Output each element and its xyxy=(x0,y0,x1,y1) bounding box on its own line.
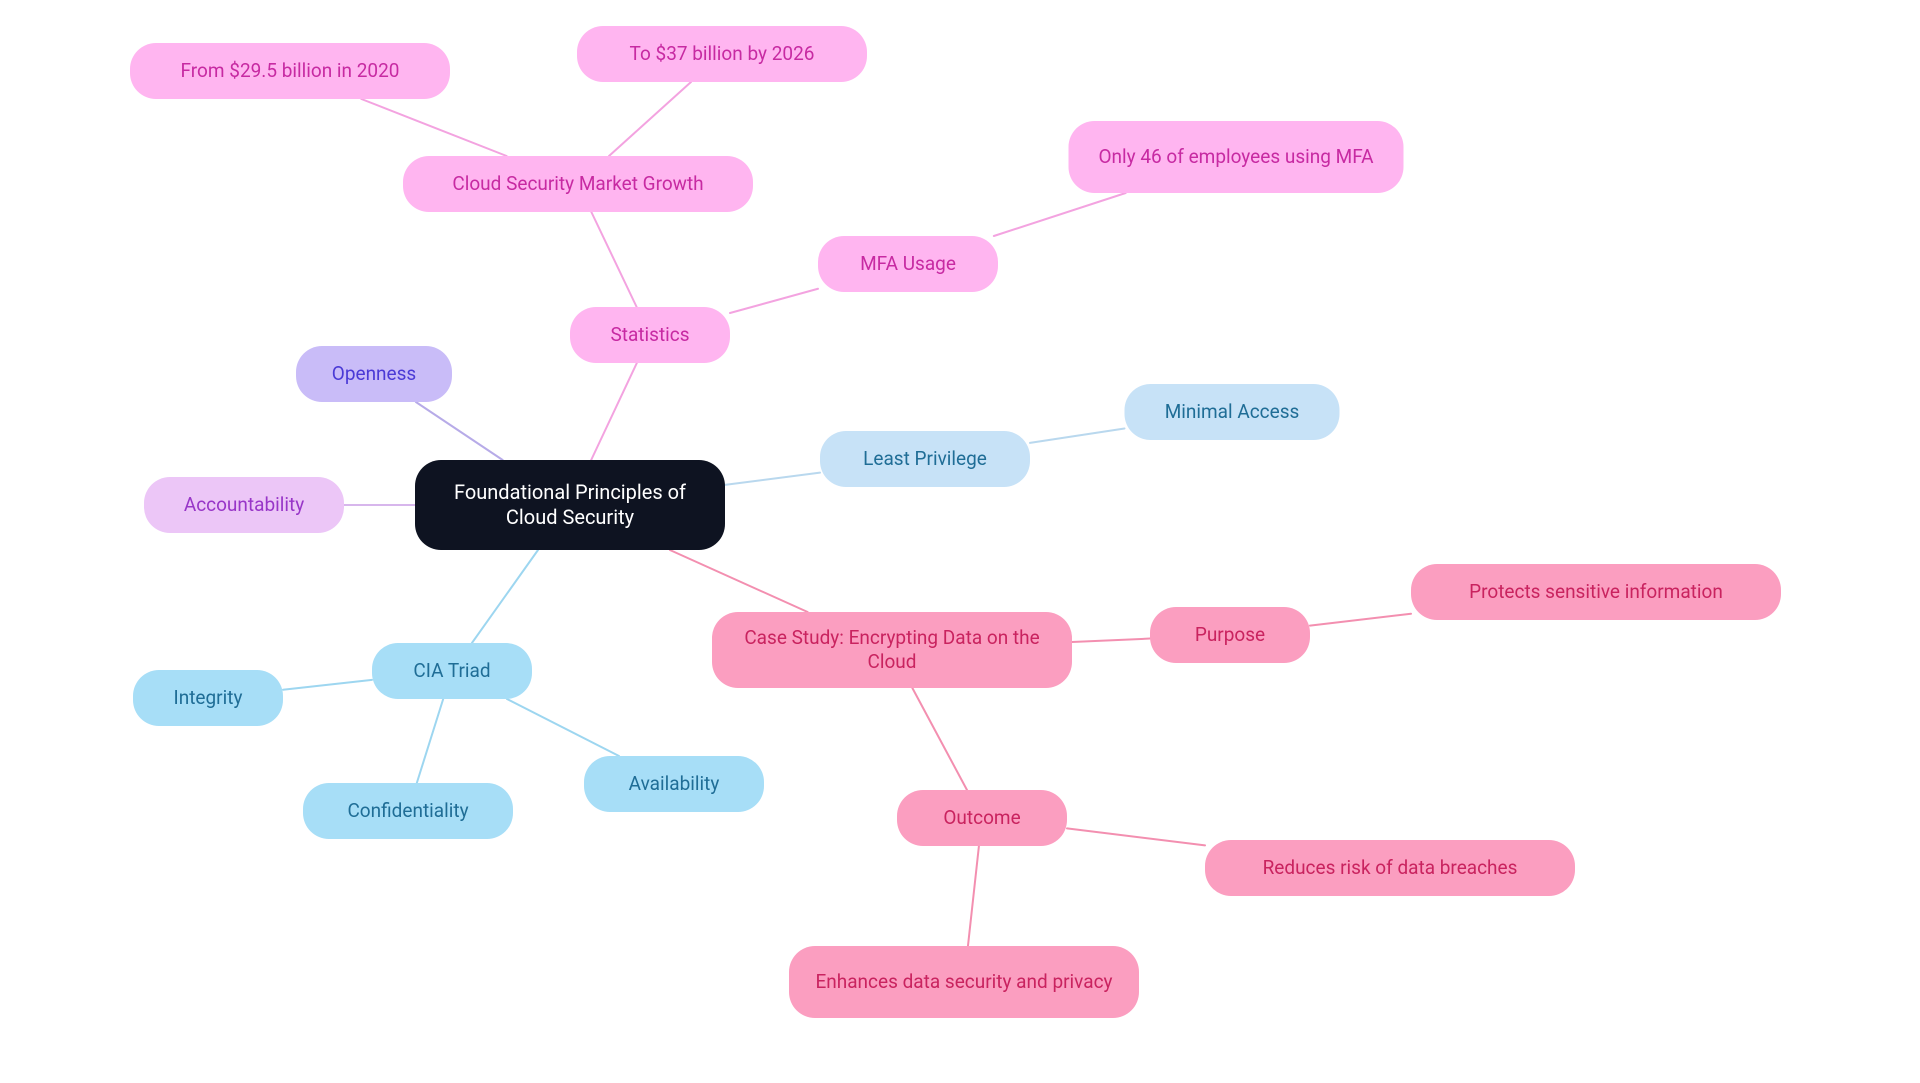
edge-stats-mfa xyxy=(730,289,818,313)
node-minimal: Minimal Access xyxy=(1125,384,1340,440)
node-outcome: Outcome xyxy=(897,790,1067,846)
edge-root-openness xyxy=(416,402,503,460)
node-openness: Openness xyxy=(296,346,452,402)
node-stats: Statistics xyxy=(570,307,730,363)
edge-mfa-mfa46 xyxy=(994,193,1126,236)
edge-least-minimal xyxy=(1030,428,1125,442)
node-label: Accountability xyxy=(184,493,304,517)
node-label: Confidentiality xyxy=(347,799,468,823)
edges-layer xyxy=(0,0,1920,1083)
node-label: Reduces risk of data breaches xyxy=(1263,856,1518,880)
node-label: Case Study: Encrypting Data on the Cloud xyxy=(736,626,1048,674)
node-label: To $37 billion by 2026 xyxy=(630,42,815,66)
node-label: Only 46 of employees using MFA xyxy=(1098,145,1373,169)
edge-root-cia xyxy=(472,550,538,643)
node-from2020: From $29.5 billion in 2020 xyxy=(130,43,450,99)
node-label: Minimal Access xyxy=(1165,400,1300,424)
node-accountability: Accountability xyxy=(144,477,344,533)
edge-root-stats xyxy=(591,363,637,460)
node-label: Outcome xyxy=(943,806,1020,830)
node-mfa: MFA Usage xyxy=(818,236,998,292)
node-protects: Protects sensitive information xyxy=(1411,564,1781,620)
node-label: Enhances data security and privacy xyxy=(815,970,1112,994)
edge-cia-availability xyxy=(507,699,619,756)
node-to2026: To $37 billion by 2026 xyxy=(577,26,867,82)
node-label: Cloud Security Market Growth xyxy=(452,172,703,196)
edge-case-outcome xyxy=(912,688,967,790)
node-cia: CIA Triad xyxy=(372,643,532,699)
edge-stats-growth xyxy=(591,212,636,307)
node-label: Statistics xyxy=(610,323,689,347)
edge-case-purpose xyxy=(1072,639,1150,642)
edge-cia-integrity xyxy=(283,680,372,690)
node-label: Least Privilege xyxy=(863,447,987,471)
node-confidentiality: Confidentiality xyxy=(303,783,513,839)
node-mfa46: Only 46 of employees using MFA xyxy=(1069,121,1404,193)
node-label: MFA Usage xyxy=(860,252,956,276)
edge-outcome-reduces xyxy=(1067,828,1205,845)
edge-purpose-protects xyxy=(1310,614,1411,626)
node-label: Openness xyxy=(332,362,417,386)
edge-root-least xyxy=(725,473,820,485)
node-label: Purpose xyxy=(1195,623,1265,647)
node-enhances: Enhances data security and privacy xyxy=(789,946,1139,1018)
node-label: Availability xyxy=(629,772,720,796)
edge-growth-to2026 xyxy=(609,82,691,156)
node-label: Protects sensitive information xyxy=(1469,580,1723,604)
edge-cia-confidentiality xyxy=(417,699,443,783)
node-case: Case Study: Encrypting Data on the Cloud xyxy=(712,612,1072,688)
edge-growth-from2020 xyxy=(361,99,506,156)
node-label: From $29.5 billion in 2020 xyxy=(181,59,400,83)
node-growth: Cloud Security Market Growth xyxy=(403,156,753,212)
node-least: Least Privilege xyxy=(820,431,1030,487)
node-label: CIA Triad xyxy=(413,659,490,683)
mindmap-canvas: Foundational Principles of Cloud Securit… xyxy=(0,0,1920,1083)
node-label: Foundational Principles of Cloud Securit… xyxy=(439,480,701,530)
edge-outcome-enhances xyxy=(968,846,979,946)
node-reduces: Reduces risk of data breaches xyxy=(1205,840,1575,896)
node-availability: Availability xyxy=(584,756,764,812)
edge-root-case xyxy=(670,550,808,612)
node-integrity: Integrity xyxy=(133,670,283,726)
node-root: Foundational Principles of Cloud Securit… xyxy=(415,460,725,550)
node-purpose: Purpose xyxy=(1150,607,1310,663)
node-label: Integrity xyxy=(174,686,243,710)
